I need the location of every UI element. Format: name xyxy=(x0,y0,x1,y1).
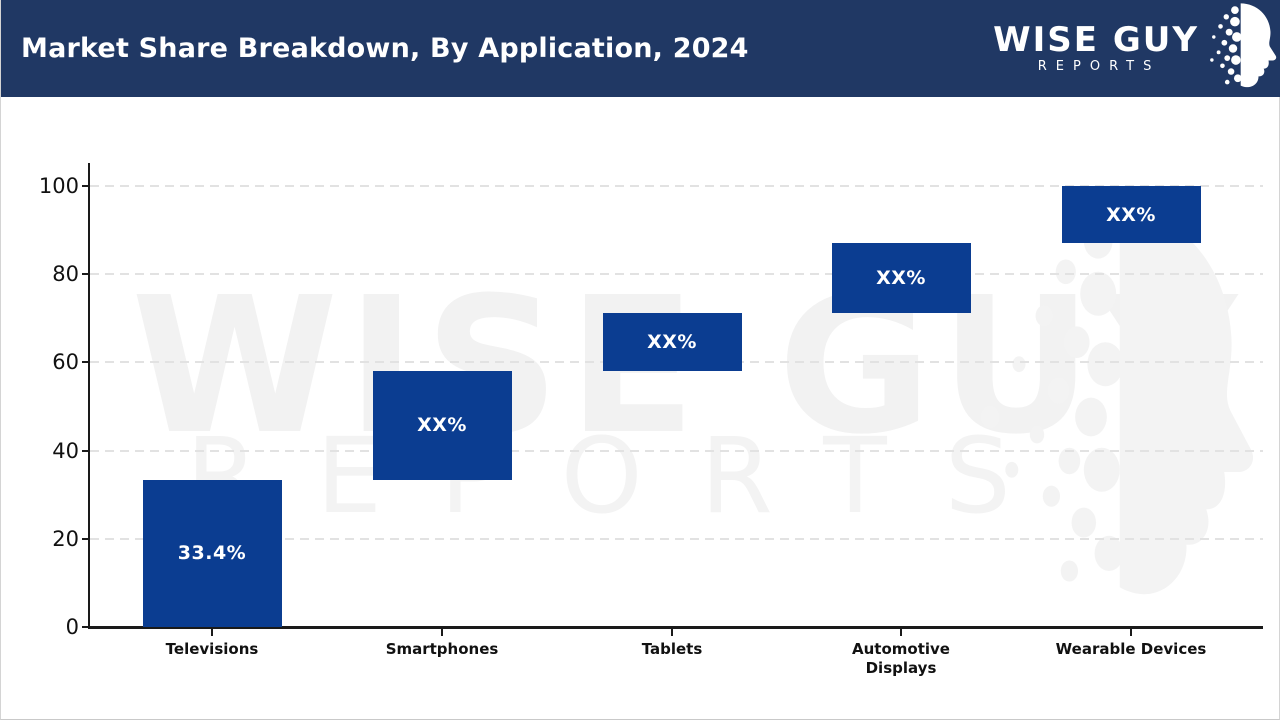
y-axis-tick-80 xyxy=(82,273,90,276)
wiseguy-logo: WISE GUY REPORTS xyxy=(993,0,1280,97)
y-axis-line xyxy=(88,163,90,629)
gridline-40 xyxy=(90,449,1263,452)
y-axis-tick-0 xyxy=(82,626,90,628)
bar-tablets: XX% xyxy=(602,313,742,372)
y-axis-tick-label-80: 80 xyxy=(52,262,79,287)
wiseguy-logo-line1: WISE GUY xyxy=(993,20,1199,60)
gridline-100 xyxy=(90,185,1263,187)
header-bar: Market Share Breakdown, By Application, … xyxy=(1,0,1280,97)
page-title: Market Share Breakdown, By Application, … xyxy=(21,33,749,64)
y-axis-tick-100 xyxy=(82,185,90,187)
x-axis-label-line: Televisions xyxy=(165,640,259,658)
x-axis-label-automotive-displays: Automotive Displays xyxy=(823,640,979,678)
x-axis-label-wearable-devices: Wearable Devices xyxy=(1053,640,1209,659)
bar-wearable-devices: XX% xyxy=(1061,186,1201,244)
y-axis-tick-40 xyxy=(82,449,90,452)
gridline-20 xyxy=(90,537,1263,540)
wiseguy-logo-line2: REPORTS xyxy=(1037,59,1161,74)
head-profile-icon xyxy=(1210,3,1277,88)
bar-value-label: XX% xyxy=(876,267,926,290)
x-axis-label-smartphones: Smartphones xyxy=(364,640,520,659)
x-axis-tick-3 xyxy=(900,629,902,636)
y-axis-tick-60 xyxy=(82,361,90,364)
x-axis-tick-0 xyxy=(211,629,213,636)
wiseguy-logo-text: WISE GUY REPORTS xyxy=(993,23,1199,74)
y-axis-tick-label-100: 100 xyxy=(38,174,79,198)
bar-televisions: 33.4% xyxy=(142,479,282,627)
y-axis-tick-label-20: 20 xyxy=(52,526,79,551)
bar-value-label: XX% xyxy=(647,331,697,354)
y-axis-tick-label-40: 40 xyxy=(52,438,79,463)
bar-value-label: XX% xyxy=(1106,203,1156,226)
watermark-head-profile-icon xyxy=(980,210,1254,595)
x-axis-label-televisions: Televisions xyxy=(134,640,290,659)
x-axis-label-line: Tablets xyxy=(641,640,703,658)
x-axis-label-tablets: Tablets xyxy=(594,640,750,659)
watermark-layer: WISE GUY REPORTS xyxy=(1,97,1279,719)
watermark-reports-text: REPORTS xyxy=(186,415,1069,537)
y-axis-tick-label-0: 0 xyxy=(65,615,79,639)
x-axis-label-line: Displays xyxy=(865,659,937,677)
x-axis-label-line: Wearable Devices xyxy=(1055,640,1207,658)
y-axis-tick-20 xyxy=(82,537,90,540)
bar-smartphones: XX% xyxy=(372,371,512,480)
x-axis-tick-4 xyxy=(1130,629,1132,636)
x-axis-line xyxy=(88,626,1263,629)
x-axis-label-line: Automotive xyxy=(852,640,950,658)
bar-value-label: 33.4% xyxy=(177,542,247,565)
y-axis-tick-label-60: 60 xyxy=(52,350,79,375)
gridline-80 xyxy=(90,273,1263,276)
x-axis-label-line: Smartphones xyxy=(385,640,499,658)
x-axis-tick-1 xyxy=(441,629,443,636)
bar-automotive-displays: XX% xyxy=(831,243,971,313)
x-axis-tick-2 xyxy=(671,629,673,636)
bar-value-label: XX% xyxy=(417,414,467,437)
